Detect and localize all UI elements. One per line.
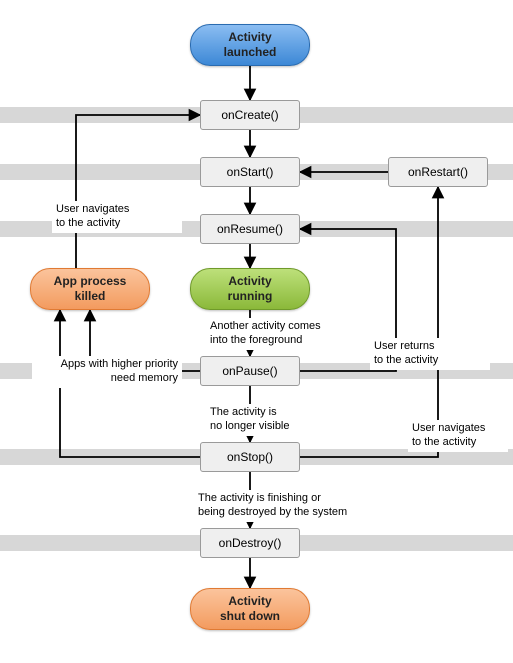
node-launched: Activity launched — [190, 24, 310, 66]
diagram-canvas: Activity launched onCreate() onStart() onRe… — [0, 0, 513, 663]
node-onDestroy: onDestroy() — [200, 528, 300, 558]
label-user_nav_restart: User navigates to the activity — [408, 420, 508, 452]
edge-killed-onCreate — [76, 115, 200, 268]
label-nav_to_activity: User navigates to the activity — [52, 201, 182, 233]
node-killed: App process killed — [30, 268, 150, 310]
node-onStop: onStop() — [200, 442, 300, 472]
node-shutdown: Activity shut down — [190, 588, 310, 630]
node-onRestart: onRestart() — [388, 157, 488, 187]
node-running: Activity running — [190, 268, 310, 310]
node-onCreate: onCreate() — [200, 100, 300, 130]
node-onStart: onStart() — [200, 157, 300, 187]
label-user_returns: User returns to the activity — [370, 338, 490, 370]
label-another_fg: Another activity comes into the foregrou… — [206, 318, 366, 350]
node-onResume: onResume() — [200, 214, 300, 244]
label-finishing: The activity is finishing or being destr… — [194, 490, 394, 522]
node-onPause: onPause() — [200, 356, 300, 386]
label-no_longer_visible: The activity is no longer visible — [206, 404, 356, 436]
label-higher_priority: Apps with higher priority need memory — [32, 356, 182, 388]
